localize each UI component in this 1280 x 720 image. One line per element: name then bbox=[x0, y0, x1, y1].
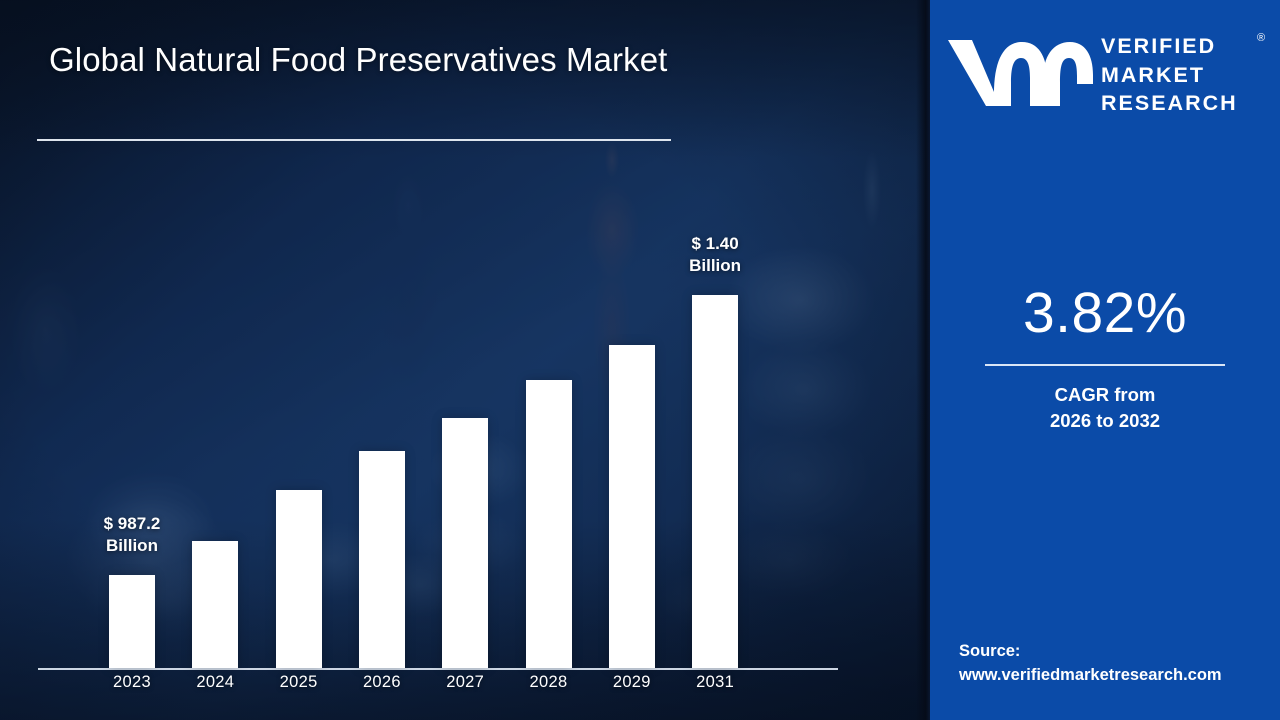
bar-chart: 2023 2024 2025 2026 2027 2028 2029 2031 $ 987.2… bbox=[38, 233, 838, 691]
source-label: Source: bbox=[959, 642, 1021, 660]
vmr-monogram-icon bbox=[944, 34, 1094, 115]
cagr-divider bbox=[985, 364, 1225, 366]
x-label-2031: 2031 bbox=[696, 673, 735, 691]
summary-panel: VERIFIED MARKET RESEARCH ® 3.82% CAGR fr… bbox=[930, 0, 1280, 720]
value-label-2023: $ 987.2 Billion bbox=[57, 513, 207, 557]
bar-2029 bbox=[608, 345, 655, 668]
x-label-2025: 2025 bbox=[279, 673, 318, 691]
source-block: Source: www.verifiedmarketresearch.com bbox=[959, 640, 1269, 688]
page-title: Global Natural Food Preservatives Market bbox=[49, 41, 668, 78]
cagr-caption-line2: 2026 to 2032 bbox=[1049, 409, 1161, 431]
logo-wordmark: VERIFIED MARKET RESEARCH bbox=[1101, 32, 1238, 118]
logo-line-research: RESEARCH bbox=[1101, 91, 1238, 116]
cagr-caption-line1: CAGR from bbox=[1054, 384, 1156, 405]
source-url[interactable]: www.verifiedmarketresearch.com bbox=[959, 665, 1222, 684]
vmr-logo[interactable]: VERIFIED MARKET RESEARCH ® bbox=[944, 28, 1274, 116]
panel-edge-shadow bbox=[916, 0, 930, 720]
cagr-caption: CAGR from 2026 to 2032 bbox=[930, 382, 1280, 433]
value-label-unit: Billion bbox=[106, 535, 158, 555]
bar-2028 bbox=[525, 380, 572, 668]
x-label-2029: 2029 bbox=[612, 673, 651, 691]
logo-line-verified: VERIFIED bbox=[1101, 34, 1217, 58]
title-block: Global Natural Food Preservatives Market bbox=[49, 38, 689, 82]
bar-2031 bbox=[692, 295, 739, 668]
x-label-2026: 2026 bbox=[362, 673, 401, 691]
x-label-2028: 2028 bbox=[529, 673, 568, 691]
chart-panel bbox=[0, 0, 930, 720]
value-label-2031: $ 1.40 Billion bbox=[640, 233, 790, 277]
x-label-2027: 2027 bbox=[446, 673, 485, 691]
cagr-block: 3.82% CAGR from 2026 to 2032 bbox=[930, 285, 1280, 433]
bar-2024 bbox=[192, 541, 239, 668]
registered-trademark-icon: ® bbox=[1257, 32, 1266, 44]
bar-2027 bbox=[442, 418, 489, 668]
x-label-2024: 2024 bbox=[196, 673, 235, 691]
cagr-value: 3.82% bbox=[1022, 281, 1188, 345]
value-label-unit: Billion bbox=[689, 255, 742, 275]
value-label-amount: $ 987.2 bbox=[103, 514, 161, 533]
bar-2025 bbox=[275, 490, 322, 668]
value-label-amount: $ 1.40 bbox=[691, 234, 739, 253]
logo-line-market: MARKET bbox=[1101, 62, 1205, 87]
x-label-2023: 2023 bbox=[113, 673, 151, 691]
title-underline bbox=[37, 139, 671, 141]
bar-2026 bbox=[358, 451, 405, 668]
x-axis-line bbox=[38, 668, 838, 670]
bar-2023 bbox=[109, 575, 155, 668]
